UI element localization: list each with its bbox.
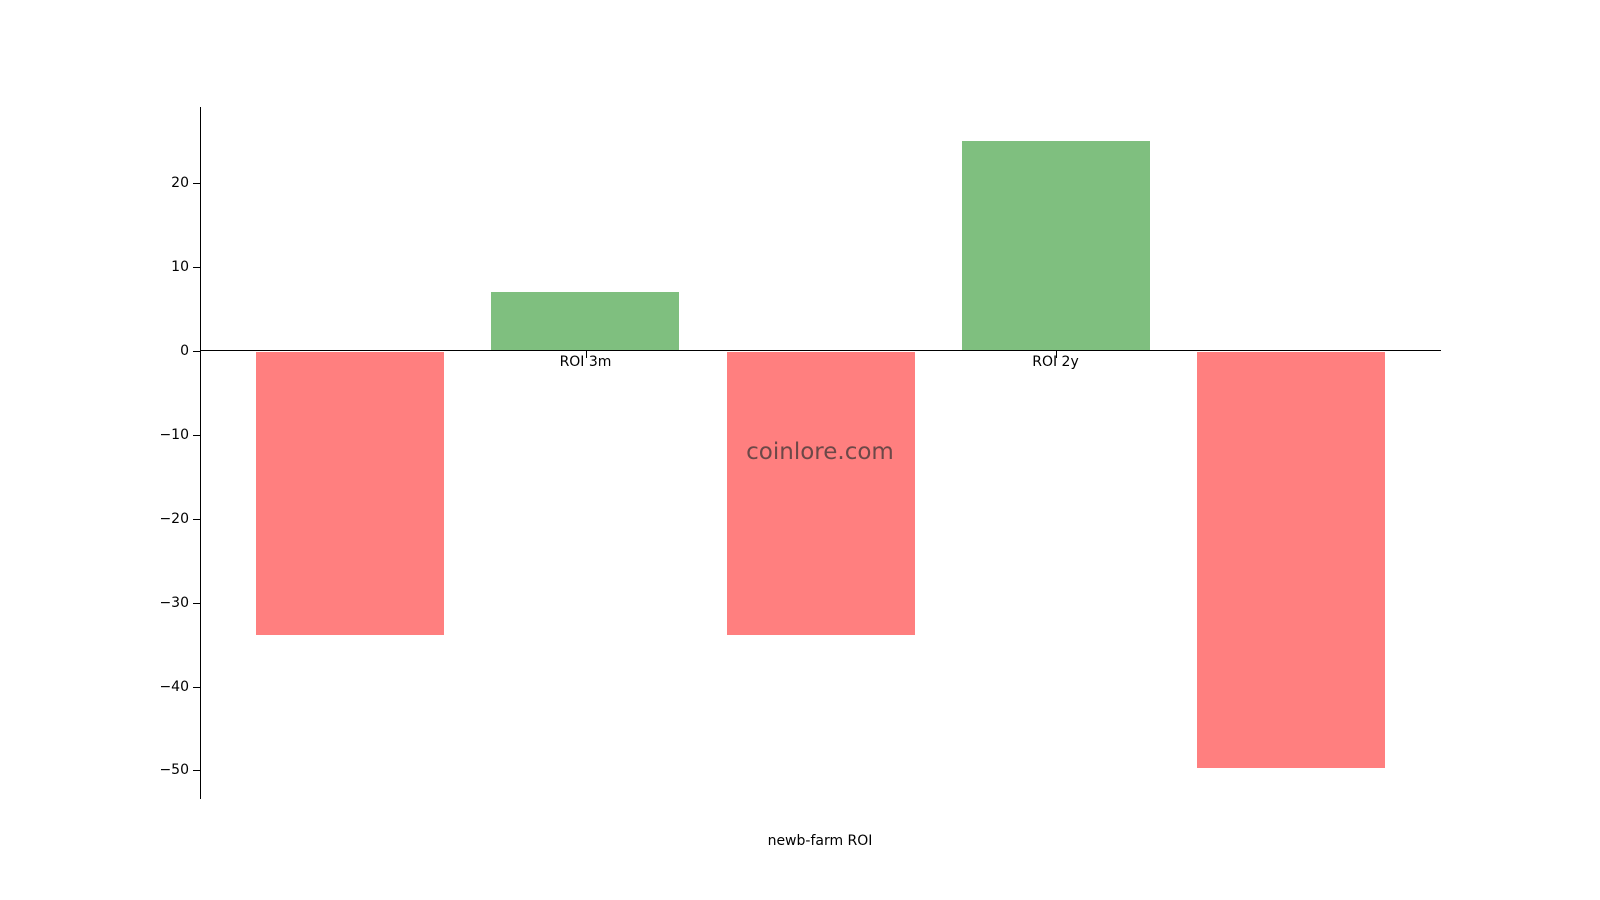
x-tick-label: ROI 3m bbox=[559, 353, 612, 370]
x-axis-title: newb-farm ROI bbox=[767, 833, 873, 849]
x-tick-label: ROI 2y bbox=[1032, 353, 1079, 370]
y-tick-label: −50 bbox=[159, 762, 189, 779]
x-tick-mark bbox=[1055, 350, 1057, 358]
y-tick-label: 0 bbox=[180, 342, 189, 359]
bar-roi-3m bbox=[491, 291, 680, 351]
y-tick-label: −40 bbox=[159, 678, 189, 695]
x-axis-zero-line bbox=[200, 350, 1441, 351]
x-tick-mark bbox=[585, 350, 587, 358]
y-tick-label: 10 bbox=[171, 258, 189, 275]
y-axis-spine bbox=[200, 107, 201, 799]
bar-unlabeled-0 bbox=[256, 351, 445, 636]
y-tick-mark bbox=[193, 686, 200, 688]
y-tick-mark bbox=[193, 770, 200, 772]
y-tick-label: −20 bbox=[159, 510, 189, 527]
y-tick-mark bbox=[193, 518, 200, 520]
y-tick-label: −30 bbox=[159, 594, 189, 611]
y-tick-mark bbox=[193, 434, 200, 436]
y-tick-mark bbox=[193, 266, 200, 268]
bar-unlabeled-4 bbox=[1196, 351, 1385, 768]
y-tick-label: −10 bbox=[159, 426, 189, 443]
y-tick-mark bbox=[193, 182, 200, 184]
watermark-text: coinlore.com bbox=[746, 439, 894, 465]
bar-roi-2y bbox=[961, 140, 1150, 351]
y-tick-mark bbox=[193, 350, 200, 352]
bar-unlabeled-2 bbox=[726, 351, 915, 636]
y-tick-mark bbox=[193, 602, 200, 604]
y-tick-label: 20 bbox=[171, 174, 189, 191]
